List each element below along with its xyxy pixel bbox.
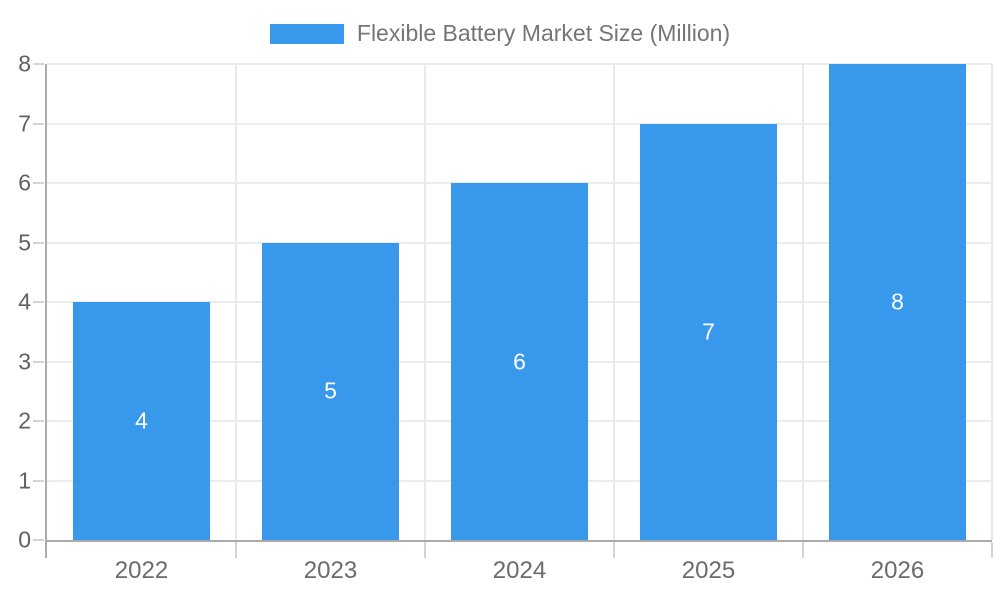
bar-value-label: 8 xyxy=(891,288,904,315)
x-axis-tick xyxy=(424,542,426,558)
bar-value-label: 6 xyxy=(513,348,526,374)
bar[interactable]: 8 xyxy=(829,64,966,540)
legend-label: Flexible Battery Market Size (Million) xyxy=(356,20,731,46)
gridline-vertical xyxy=(424,64,426,540)
x-axis-label: 2025 xyxy=(681,557,736,584)
plot-area: 4 5 6 7 8 xyxy=(45,63,993,542)
y-axis-tick xyxy=(33,63,44,65)
y-axis-label: 6 xyxy=(18,169,31,196)
x-axis-label: 2024 xyxy=(492,557,547,584)
gridline-vertical xyxy=(235,64,237,540)
bar-value-label: 4 xyxy=(135,407,148,434)
y-axis-label: 0 xyxy=(18,526,31,553)
y-axis-tick xyxy=(33,479,44,482)
bar[interactable]: 5 xyxy=(262,242,399,540)
y-axis-label: 4 xyxy=(18,288,31,315)
y-axis-tick xyxy=(33,360,44,363)
bar[interactable]: 7 xyxy=(640,123,777,540)
y-axis-tick xyxy=(33,122,44,125)
chart-legend: Flexible Battery Market Size (Million) xyxy=(0,20,1000,47)
x-axis-tick xyxy=(991,542,993,558)
y-axis-tick xyxy=(33,539,44,541)
y-axis-tick xyxy=(33,182,44,184)
x-axis-label: 2026 xyxy=(870,557,925,584)
x-axis-tick xyxy=(235,542,237,558)
gridline-horizontal xyxy=(47,122,992,125)
bar-value-label: 7 xyxy=(702,318,715,345)
y-axis-label: 1 xyxy=(18,467,31,493)
x-axis-tick xyxy=(802,542,804,558)
x-axis-tick xyxy=(613,542,615,558)
y-axis-tick xyxy=(33,241,44,244)
gridline-vertical xyxy=(802,64,804,540)
x-axis-label: 2023 xyxy=(303,557,358,584)
legend-swatch-icon xyxy=(269,23,344,44)
y-axis-label: 5 xyxy=(18,229,31,255)
x-axis-label: 2022 xyxy=(114,557,169,584)
y-axis-label: 8 xyxy=(18,50,31,77)
x-axis-tick xyxy=(45,542,47,558)
gridline-vertical xyxy=(991,64,993,540)
y-axis-label: 7 xyxy=(18,110,31,136)
y-axis-label: 2 xyxy=(18,407,31,434)
gridline-vertical xyxy=(613,64,615,540)
y-axis-label: 3 xyxy=(18,348,31,374)
gridline-horizontal xyxy=(47,63,992,65)
bar-value-label: 5 xyxy=(324,377,337,404)
y-axis-tick xyxy=(33,420,44,422)
y-axis-tick xyxy=(33,301,44,303)
bar[interactable]: 6 xyxy=(451,183,588,540)
bar[interactable]: 4 xyxy=(73,302,210,540)
